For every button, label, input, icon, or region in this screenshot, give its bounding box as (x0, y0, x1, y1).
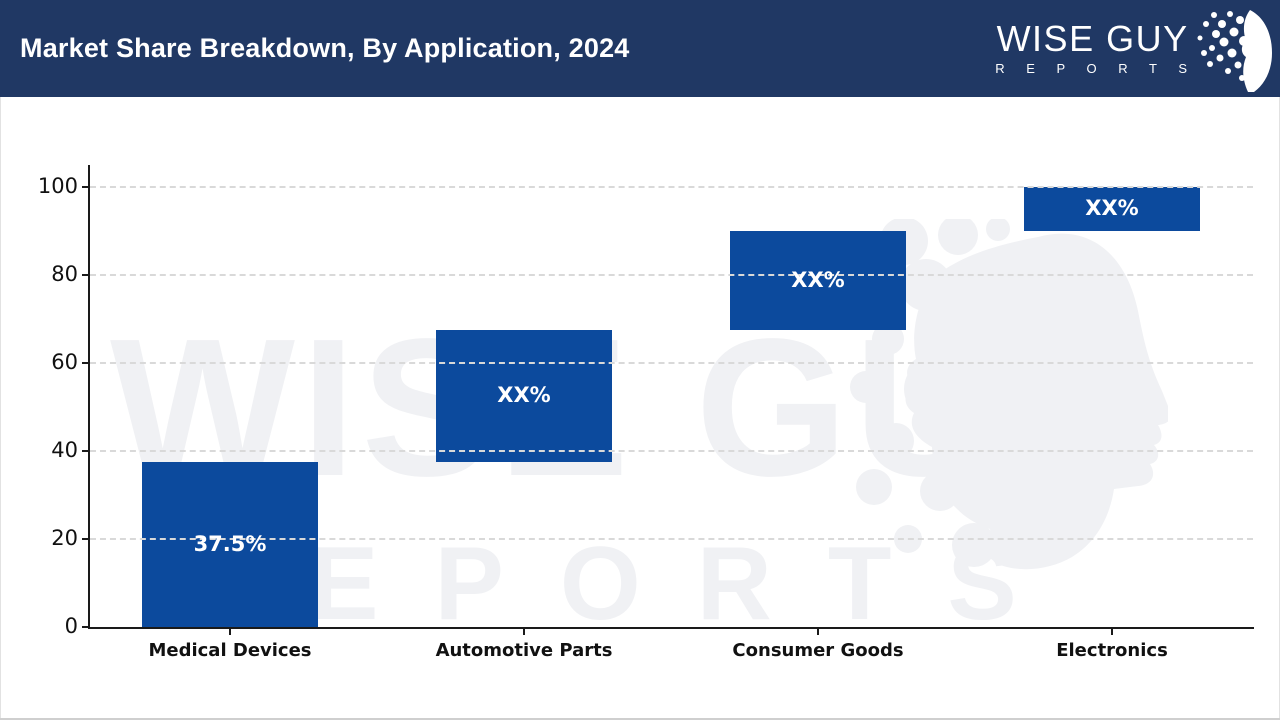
gridline-40 (90, 450, 1253, 453)
x-category-label-3: Electronics (1056, 640, 1168, 661)
y-tick-80 (82, 274, 88, 277)
gridline-100 (90, 186, 1253, 189)
y-tick-20 (82, 538, 88, 541)
bar-value-label-3: XX% (1085, 196, 1139, 221)
x-tick-1 (523, 629, 525, 635)
y-tick-0 (82, 626, 88, 628)
x-tick-2 (817, 629, 819, 635)
chart-area: WISE GUY REPORTS 0 20 40 60 80 100 37.5% Medica… (0, 97, 1280, 690)
bar-value-label-0: 37.5% (193, 531, 267, 556)
y-axis-line (88, 165, 90, 627)
brand-logo: WISE GUY R E P O R T S (989, 18, 1196, 77)
x-tick-0 (229, 629, 231, 635)
watermark-face-icon (850, 219, 1168, 570)
y-tick-label-100: 100 (37, 174, 78, 199)
y-tick-40 (82, 450, 88, 453)
bar-1 (436, 330, 612, 463)
gridline-20 (90, 538, 1253, 541)
y-tick-label-20: 20 (51, 526, 78, 551)
bar-value-label-2: XX% (791, 267, 845, 292)
bar-3 (1024, 187, 1200, 232)
x-category-label-0: Medical Devices (148, 640, 312, 661)
brand-logo-wordmark: WISE GUY (996, 18, 1189, 59)
header-bar: Market Share Breakdown, By Application, … (0, 0, 1280, 97)
bar-0 (142, 462, 318, 627)
y-tick-label-40: 40 (51, 438, 78, 463)
x-axis-line (88, 627, 1254, 629)
brand-logo-subtitle: R E P O R T S (995, 61, 1196, 76)
bar-value-label-1: XX% (497, 383, 551, 408)
y-tick-label-0: 0 (64, 614, 78, 638)
page-title: Market Share Breakdown, By Application, … (20, 33, 630, 63)
brand-face-icon (1197, 10, 1272, 92)
bar-2 (730, 231, 906, 331)
x-category-label-1: Automotive Parts (435, 640, 613, 661)
y-tick-60 (82, 362, 88, 365)
y-tick-100 (82, 186, 88, 189)
x-tick-3 (1111, 629, 1113, 635)
gridline-80 (90, 274, 1253, 277)
y-tick-label-60: 60 (51, 350, 78, 375)
gridline-60 (90, 362, 1253, 365)
x-category-label-2: Consumer Goods (732, 640, 904, 661)
y-tick-label-80: 80 (51, 262, 78, 287)
